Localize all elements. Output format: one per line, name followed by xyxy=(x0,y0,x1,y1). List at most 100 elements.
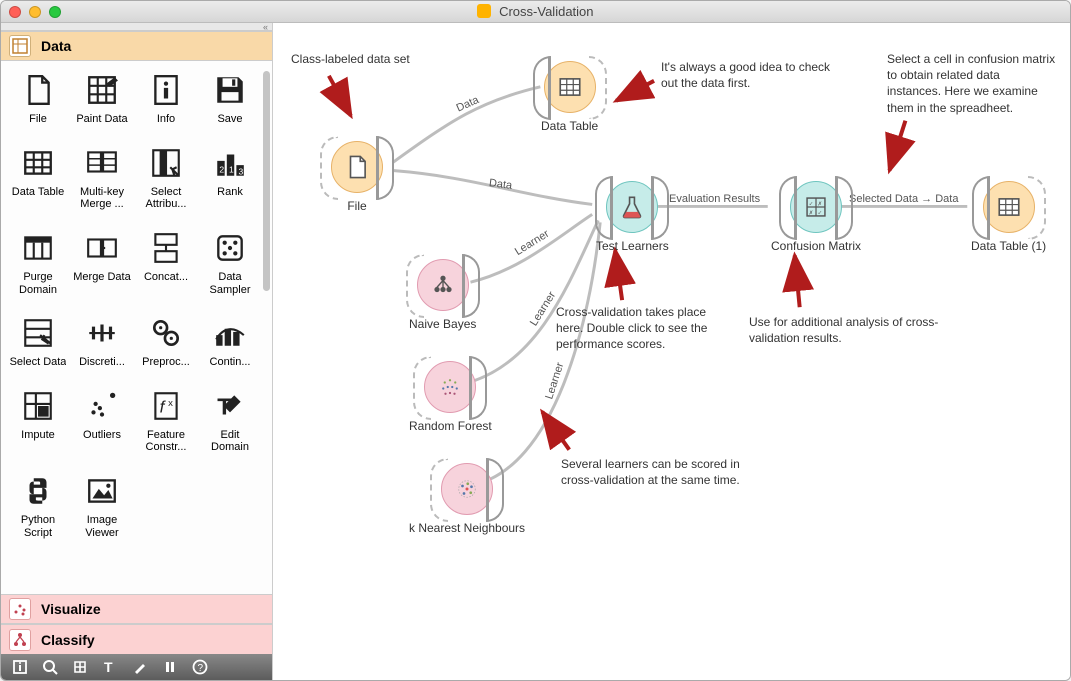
matrix-icon: ✓✗✗✓ xyxy=(803,194,829,220)
canvas-annotation: Cross-validation takes place here. Doubl… xyxy=(556,304,726,353)
canvas-node-label: Random Forest xyxy=(409,419,492,433)
widget-toolbox-item-merge[interactable]: Merge Data xyxy=(73,227,131,296)
merge-icon xyxy=(81,227,123,269)
widget-toolbox-item-paint[interactable]: Paint Data xyxy=(73,69,131,126)
toolbar-info-button[interactable] xyxy=(5,654,35,680)
canvas-node-label: Data Table (1) xyxy=(971,239,1046,253)
window-title: Cross-Validation xyxy=(1,4,1070,19)
app-window: Cross-Validation « Data File Paint Data In… xyxy=(0,0,1071,681)
toolbar-pause-button[interactable] xyxy=(155,654,185,680)
widget-toolbox-label: Info xyxy=(157,113,175,126)
svg-text:1: 1 xyxy=(229,164,234,174)
toolbar-grid-button[interactable] xyxy=(65,654,95,680)
canvas-node-label: Naive Bayes xyxy=(409,317,476,331)
continuize-icon xyxy=(209,312,251,354)
sidebar-collapse-handle[interactable]: « xyxy=(1,23,272,31)
canvas-annotation: It's always a good idea to check out the… xyxy=(661,59,831,91)
canvas-node-label: k Nearest Neighbours xyxy=(409,521,525,535)
widget-toolbox-item-impute[interactable]: Impute xyxy=(9,385,67,454)
widget-toolbox-item-select-attr[interactable]: Select Attribu... xyxy=(137,142,195,211)
file-icon xyxy=(344,154,370,180)
canvas-node-nb[interactable]: Naive Bayes xyxy=(409,259,476,331)
canvas-node-label: Test Learners xyxy=(596,239,669,253)
widget-toolbox-item-dice[interactable]: Data Sampler xyxy=(201,227,259,296)
category-header-classify[interactable]: Classify xyxy=(1,624,272,654)
category-header-visualize[interactable]: Visualize xyxy=(1,594,272,624)
widget-toolbox-label: Purge Domain xyxy=(9,271,67,296)
svg-text:x: x xyxy=(168,398,173,409)
table-icon xyxy=(557,74,583,100)
forest-icon xyxy=(438,375,462,399)
widget-toolbox-item-merge-multi[interactable]: Multi-key Merge ... xyxy=(73,142,131,211)
table-icon xyxy=(17,142,59,184)
widget-toolbox-label: Save xyxy=(217,113,242,126)
canvas-node-label: Data Table xyxy=(541,119,598,133)
table-icon xyxy=(996,194,1022,220)
gears-icon xyxy=(145,312,187,354)
widget-toolbox-label: Select Data xyxy=(10,356,67,369)
widget-toolbox-item-table[interactable]: Data Table xyxy=(9,142,67,211)
svg-text:?: ? xyxy=(198,663,204,674)
widget-toolbox-item-save[interactable]: Save xyxy=(201,69,259,126)
canvas-node-table2[interactable]: Data Table (1) xyxy=(971,181,1046,253)
canvas-node-rf[interactable]: Random Forest xyxy=(409,361,492,433)
edit-domain-icon: T xyxy=(209,385,251,427)
widget-toolbox-label: Preproc... xyxy=(142,356,190,369)
widget-toolbox-item-continuize[interactable]: Contin... xyxy=(201,312,259,369)
purge-icon xyxy=(17,227,59,269)
edge-label: Learner xyxy=(528,290,558,329)
toolbar-zoom-button[interactable] xyxy=(35,654,65,680)
widget-toolbox-item-rank[interactable]: 213Rank xyxy=(201,142,259,211)
canvas-node-knn[interactable]: k Nearest Neighbours xyxy=(409,463,525,535)
category-header-data[interactable]: Data xyxy=(1,31,272,61)
widget-toolbox-label: Paint Data xyxy=(76,113,127,126)
widget-toolbox-item-image[interactable]: Image Viewer xyxy=(73,470,131,539)
sidebar-scroll-thumb[interactable] xyxy=(263,71,270,291)
feature-icon: fx xyxy=(145,385,187,427)
file-icon xyxy=(17,69,59,111)
canvas-node-test[interactable]: Test Learners xyxy=(596,181,669,253)
toolbar-text-button[interactable]: T xyxy=(95,654,125,680)
widget-toolbox-label: Outliers xyxy=(83,429,121,442)
widget-toolbox-item-info[interactable]: Info xyxy=(137,69,195,126)
toolbar-draw-button[interactable] xyxy=(125,654,155,680)
svg-text:f: f xyxy=(160,397,167,416)
widget-toolbox-label: Python Script xyxy=(9,514,67,539)
info-icon xyxy=(145,69,187,111)
svg-text:2: 2 xyxy=(219,164,224,174)
svg-text:✓: ✓ xyxy=(809,201,814,207)
data-widgets-panel: File Paint Data Info Save Data Table Multi-ke… xyxy=(1,61,272,594)
edge-label: Evaluation Results xyxy=(669,193,760,205)
edge-label: Data xyxy=(488,177,513,192)
flask-icon xyxy=(619,194,645,220)
save-icon xyxy=(209,69,251,111)
widget-toolbox-item-purge[interactable]: Purge Domain xyxy=(9,227,67,296)
widget-toolbox-item-file[interactable]: File xyxy=(9,69,67,126)
widget-toolbox-item-feature[interactable]: fxFeature Constr... xyxy=(137,385,195,454)
tree-icon xyxy=(431,273,455,297)
widget-toolbox-item-gears[interactable]: Preproc... xyxy=(137,312,195,369)
canvas-node-confusion[interactable]: ✓✗✗✓Confusion Matrix xyxy=(771,181,861,253)
widget-toolbox-item-select-data[interactable]: Select Data xyxy=(9,312,67,369)
canvas-node-table[interactable]: Data Table xyxy=(541,61,598,133)
toolbar-help-button[interactable]: ? xyxy=(185,654,215,680)
widget-toolbox-label: Concat... xyxy=(144,271,188,284)
canvas-annotation: Class-labeled data set xyxy=(291,51,421,67)
widget-toolbox-item-concat[interactable]: Concat... xyxy=(137,227,195,296)
widget-toolbox-label: Discreti... xyxy=(79,356,125,369)
widget-toolbox-item-discretize[interactable]: Discreti... xyxy=(73,312,131,369)
canvas-node-file[interactable]: File xyxy=(331,141,383,213)
widget-toolbox-item-python[interactable]: Python Script xyxy=(9,470,67,539)
discretize-icon xyxy=(81,312,123,354)
widget-toolbox-label: Data Table xyxy=(12,186,64,199)
widget-toolbox-item-outliers[interactable]: Outliers xyxy=(73,385,131,454)
widget-toolbox-item-edit-domain[interactable]: TEdit Domain xyxy=(201,385,259,454)
category-header-label: Classify xyxy=(41,632,95,648)
category-data-icon xyxy=(9,35,31,57)
knn-icon xyxy=(455,477,479,501)
widget-toolbox-label: File xyxy=(29,113,47,126)
edge-label: Learner xyxy=(513,228,552,258)
concat-icon xyxy=(145,227,187,269)
workflow-canvas[interactable]: DataDataLearnerLearnerLearnerEvaluation … xyxy=(273,23,1070,680)
outliers-icon xyxy=(81,385,123,427)
